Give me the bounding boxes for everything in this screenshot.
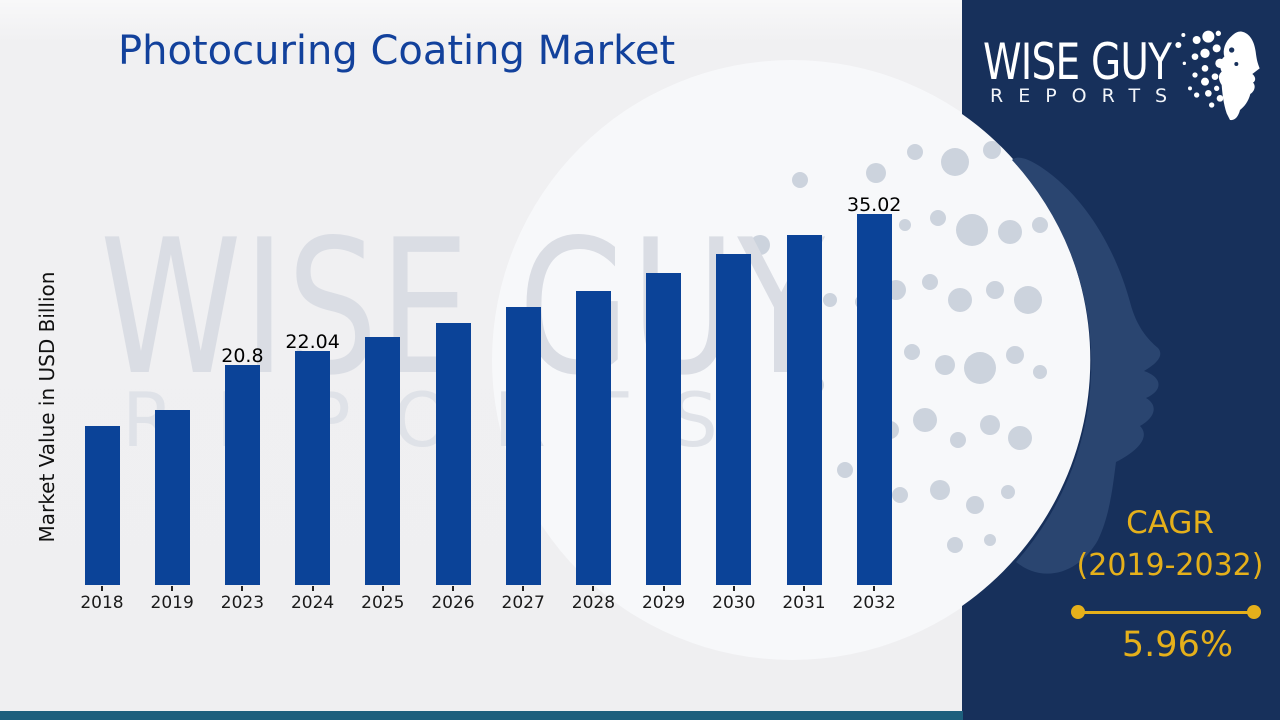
bar-value-label-2032: 35.02	[846, 193, 902, 216]
x-axis-tick	[803, 586, 805, 591]
cagr-value: 5.96%	[1121, 625, 1234, 665]
logo-face-icon	[1175, 30, 1260, 121]
watermark-reports: REPORTS	[122, 383, 760, 458]
x-axis-tick	[101, 586, 103, 591]
bar-2019	[154, 410, 190, 585]
bar-2029	[646, 273, 682, 585]
x-axis-tick	[873, 586, 876, 591]
x-tick-label-2023: 2023	[220, 593, 265, 613]
cagr-divider-line	[1078, 611, 1254, 614]
x-axis-tick	[732, 586, 735, 591]
logo-reports: REPORTS	[990, 85, 1183, 107]
x-axis-tick	[662, 586, 665, 591]
x-axis-tick	[522, 586, 525, 591]
x-tick-label-2029: 2029	[641, 593, 686, 613]
bar-2026	[435, 322, 471, 585]
x-tick-label-2030: 2030	[712, 593, 756, 613]
x-axis-tick	[452, 586, 454, 591]
cagr-range: (2019-2032)	[1076, 548, 1264, 583]
x-tick-label-2027: 2027	[501, 593, 545, 613]
bar-2025	[365, 337, 401, 585]
cagr-title: CAGR	[1126, 505, 1214, 541]
bar-2031	[786, 234, 822, 585]
x-tick-label-2032: 2032	[852, 593, 896, 613]
page-title: Photocuring Coating Market	[118, 28, 676, 74]
cagr-divider-dot-left	[1071, 605, 1085, 619]
bar-2028	[575, 290, 611, 585]
x-axis-tick	[311, 586, 314, 591]
bar-2018	[84, 426, 120, 585]
bottom-accent-strip	[0, 711, 963, 720]
x-axis-tick	[171, 586, 174, 591]
bar-2023	[224, 364, 260, 585]
bar-2027	[505, 307, 541, 585]
x-tick-label-2028: 2028	[571, 593, 616, 613]
x-tick-label-2018: 2018	[80, 593, 124, 613]
logo-wordmark: WISE GUY	[983, 33, 1172, 91]
panel-face-silhouette	[1012, 157, 1161, 574]
x-tick-label-2031: 2031	[782, 593, 826, 613]
x-axis-tick	[381, 586, 384, 591]
x-tick-label-2025: 2025	[361, 593, 405, 613]
cagr-divider-dot-right	[1247, 605, 1261, 619]
bar-2032	[856, 213, 892, 585]
x-axis-tick	[592, 586, 595, 591]
x-tick-label-2024: 2024	[290, 593, 335, 613]
bar-2024	[295, 351, 331, 585]
x-tick-label-2019: 2019	[150, 593, 194, 613]
bar-value-label-2023: 20.8	[221, 344, 264, 367]
x-tick-label-2026: 2026	[431, 593, 475, 613]
bar-2030	[716, 254, 752, 585]
bar-value-label-2024: 22.04	[285, 331, 340, 354]
x-axis-tick	[241, 586, 244, 591]
